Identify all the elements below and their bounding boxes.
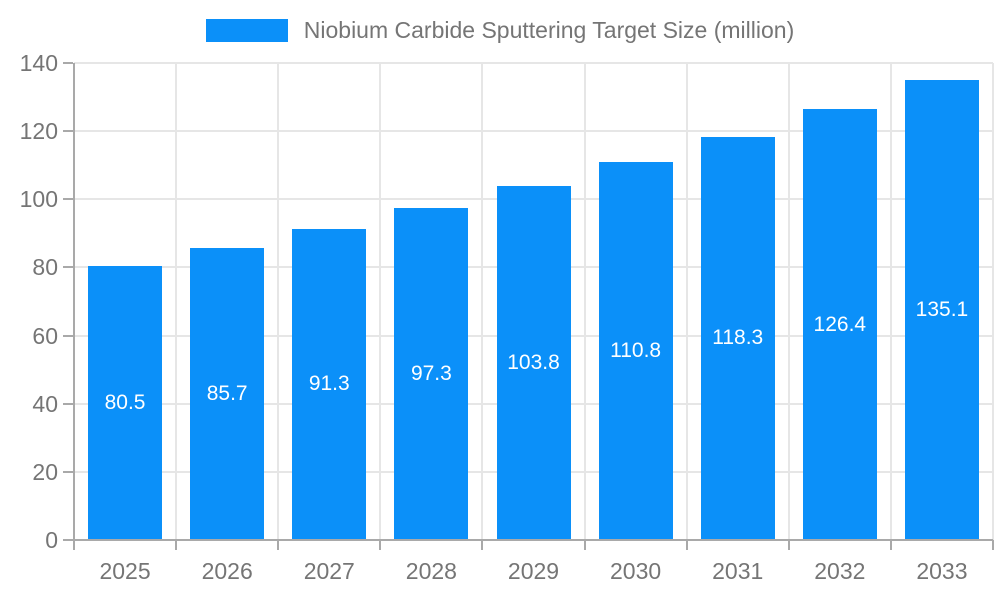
y-tick-label: 80 xyxy=(32,254,58,281)
x-axis-tick xyxy=(992,540,994,550)
y-tick-label: 60 xyxy=(32,322,58,349)
gridline-vertical xyxy=(889,63,892,540)
gridline-vertical xyxy=(992,63,994,540)
x-axis-tick xyxy=(583,540,586,550)
x-axis-tick xyxy=(685,540,688,550)
x-axis-tick xyxy=(175,540,178,550)
bar: 80.5 xyxy=(88,265,163,540)
y-axis-tick xyxy=(63,539,73,541)
gridline-vertical xyxy=(685,63,688,540)
x-tick-label: 2031 xyxy=(712,558,764,584)
gridline-horizontal xyxy=(74,130,993,133)
legend-swatch-icon xyxy=(205,19,288,42)
x-axis-line xyxy=(74,539,993,541)
bar-value-label: 85.7 xyxy=(206,381,248,405)
x-tick-label: 2027 xyxy=(303,558,355,584)
y-tick-label: 40 xyxy=(32,390,58,417)
x-axis-tick xyxy=(481,540,484,550)
x-tick-label: 2030 xyxy=(610,558,662,584)
y-axis-tick xyxy=(63,266,73,269)
x-axis-tick xyxy=(73,540,75,550)
x-axis-tick xyxy=(379,540,382,550)
x-tick-label: 2033 xyxy=(916,558,968,584)
y-axis-tick xyxy=(63,62,73,64)
y-axis-tick xyxy=(63,402,73,405)
y-axis-tick xyxy=(63,198,73,201)
y-axis-line xyxy=(73,63,75,550)
bar-value-label: 97.3 xyxy=(410,362,452,386)
bar-value-label: 80.5 xyxy=(104,390,146,414)
gridline-vertical xyxy=(787,63,790,540)
x-axis-tick xyxy=(787,540,790,550)
x-axis-tick xyxy=(889,540,892,550)
bar-value-label: 118.3 xyxy=(712,326,764,350)
bar-value-label: 103.8 xyxy=(507,351,560,375)
gridline-vertical xyxy=(379,63,382,540)
bar: 118.3 xyxy=(700,136,775,540)
bar: 103.8 xyxy=(496,186,571,540)
bar: 135.1 xyxy=(904,79,979,540)
gridline-vertical xyxy=(175,63,178,540)
bar: 91.3 xyxy=(292,228,367,540)
chart-legend: Niobium Carbide Sputtering Target Size (… xyxy=(0,17,1000,44)
bar-value-label: 135.1 xyxy=(915,297,969,321)
bar: 85.7 xyxy=(190,248,265,540)
y-axis-tick xyxy=(63,130,73,133)
y-tick-label: 20 xyxy=(32,458,58,485)
y-axis-tick xyxy=(63,334,73,337)
x-axis-tick xyxy=(277,540,280,550)
bar: 126.4 xyxy=(802,109,877,540)
bar-value-label: 91.3 xyxy=(308,372,350,396)
x-tick-label: 2026 xyxy=(201,558,253,584)
y-tick-label: 100 xyxy=(19,186,58,213)
y-axis-tick xyxy=(63,470,73,473)
gridline-vertical xyxy=(277,63,280,540)
y-tick-label: 120 xyxy=(19,118,58,145)
x-tick-label: 2025 xyxy=(99,558,151,584)
bar-value-label: 110.8 xyxy=(610,339,662,363)
y-tick-label: 0 xyxy=(45,527,58,553)
bar: 97.3 xyxy=(394,208,469,540)
bar: 110.8 xyxy=(598,162,673,540)
gridline-horizontal xyxy=(74,62,993,64)
gridline-vertical xyxy=(481,63,484,540)
x-tick-label: 2028 xyxy=(405,558,457,584)
y-tick-label: 140 xyxy=(19,50,58,76)
x-tick-label: 2029 xyxy=(507,558,560,584)
bar-value-label: 126.4 xyxy=(813,312,867,336)
gridline-vertical xyxy=(583,63,586,540)
legend-series-label: Niobium Carbide Sputtering Target Size (… xyxy=(303,17,795,43)
x-tick-label: 2032 xyxy=(814,558,866,584)
